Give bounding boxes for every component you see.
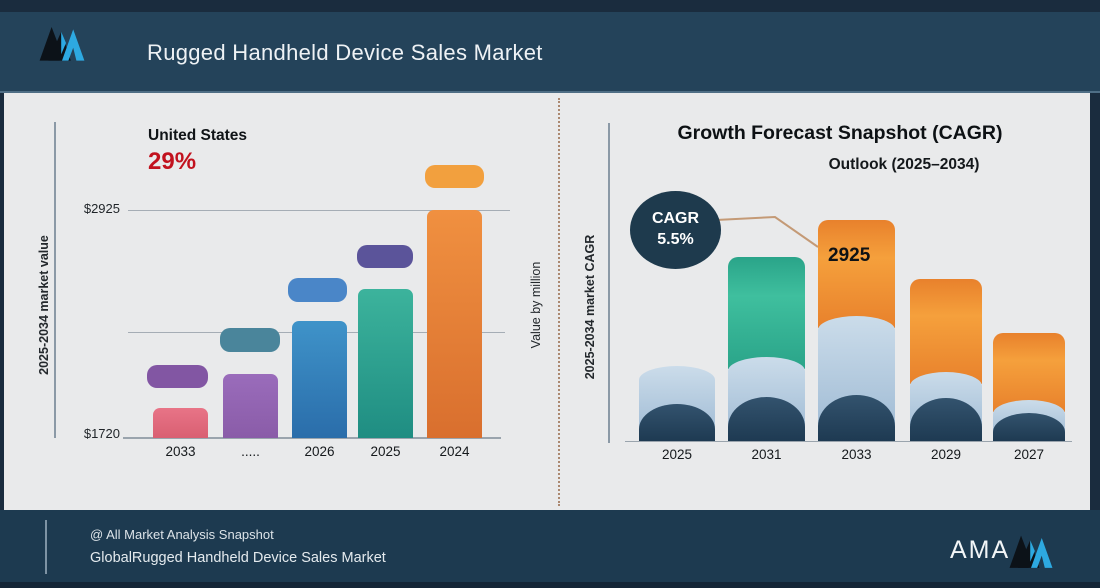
left-bar bbox=[153, 408, 208, 438]
footer-brand-text: AMA bbox=[950, 536, 1011, 564]
left-bar-cap bbox=[220, 328, 280, 352]
left-chart-tick-bottom: $1720 bbox=[83, 426, 120, 441]
page-title: Rugged Handheld Device Sales Market bbox=[147, 40, 543, 65]
right-bar-segment-dome bbox=[728, 397, 805, 441]
footer-bottom-strip bbox=[0, 582, 1100, 588]
left-chart-region-label: United States bbox=[148, 127, 248, 144]
left-bar-label: 2024 bbox=[439, 444, 470, 459]
left-bar-label: ..... bbox=[241, 444, 260, 459]
right-bar-label: 2025 bbox=[661, 447, 693, 462]
right-chart-baseline bbox=[625, 440, 1072, 442]
right-bar-segment-dome bbox=[910, 398, 982, 441]
right-bar-segment-orange bbox=[993, 333, 1065, 412]
right-bar-segment-dome bbox=[993, 413, 1065, 441]
right-bar-segment-orange bbox=[818, 220, 895, 328]
footer-ama-logo-icon bbox=[1009, 535, 1053, 568]
footer-divider-rule bbox=[45, 520, 47, 574]
value-callout: 2925 bbox=[828, 245, 871, 266]
right-chart-y-axis bbox=[608, 123, 610, 443]
right-chart-title: Growth Forecast Snapshot (CAGR) bbox=[677, 122, 1003, 144]
left-bar bbox=[427, 210, 482, 438]
cagr-badge-value: 5.5% bbox=[657, 231, 694, 248]
left-bar-cap bbox=[147, 365, 208, 388]
left-bar-label: 2026 bbox=[304, 444, 335, 459]
left-bar bbox=[292, 321, 347, 438]
footer-credit: @ All Market Analysis Snapshot bbox=[90, 527, 274, 542]
left-chart-gridline-top bbox=[128, 210, 510, 211]
header-bar: Rugged Handheld Device Sales Market bbox=[0, 12, 1100, 93]
right-bar-label: 2027 bbox=[1013, 447, 1045, 462]
right-bar-segment-dome bbox=[818, 395, 895, 441]
right-chart-subtitle: Outlook (2025–2034) bbox=[828, 156, 980, 173]
left-chart-y-axis bbox=[54, 122, 56, 438]
left-chart-region-value: 29% bbox=[148, 148, 197, 175]
right-bar-segment-teal bbox=[728, 257, 805, 369]
section-divider bbox=[558, 98, 560, 506]
left-bar-label: 2033 bbox=[165, 444, 196, 459]
right-bar-label: 2029 bbox=[930, 447, 962, 462]
cagr-badge-label: CAGR bbox=[651, 210, 700, 228]
left-bar-label: 2025 bbox=[370, 444, 401, 459]
left-bar bbox=[358, 289, 413, 438]
right-bar-label: 2031 bbox=[751, 447, 782, 462]
left-bar-cap bbox=[357, 245, 413, 268]
left-bar bbox=[223, 374, 278, 438]
footer-report-name: GlobalRugged Handheld Device Sales Marke… bbox=[90, 550, 386, 566]
cagr-badge: CAGR 5.5% bbox=[630, 191, 721, 269]
right-bar-segment-orange bbox=[910, 279, 982, 384]
ama-logo-icon bbox=[39, 27, 85, 61]
right-bar-segment-dome bbox=[639, 404, 715, 441]
right-bar-label: 2033 bbox=[841, 447, 872, 462]
footer-bar bbox=[0, 510, 1100, 588]
left-bar-cap bbox=[288, 278, 347, 302]
left-chart-tick-top: $2925 bbox=[83, 201, 120, 216]
left-bar-cap bbox=[425, 165, 484, 188]
